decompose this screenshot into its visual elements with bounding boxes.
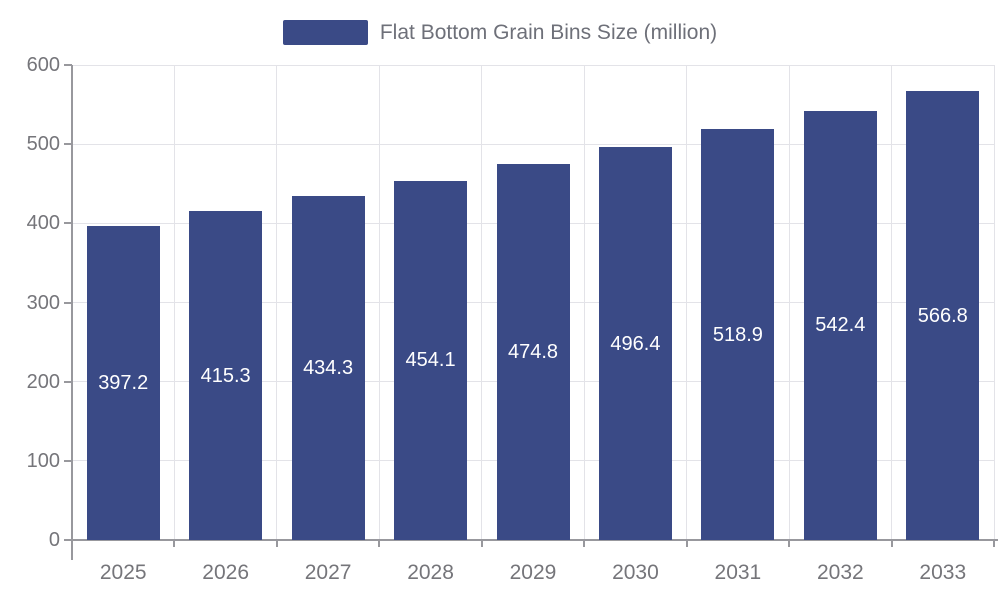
bar-value-label: 496.4 <box>610 332 661 355</box>
bar <box>394 180 468 540</box>
x-tick-label: 2027 <box>304 561 352 584</box>
x-axis-tick <box>71 540 73 547</box>
v-gridline <box>788 65 790 540</box>
bar-value-label: 415.3 <box>200 364 251 387</box>
legend-item[interactable]: Flat Bottom Grain Bins Size (million) <box>282 20 718 45</box>
v-gridline <box>481 65 483 540</box>
y-tick-label: 500 <box>26 133 60 156</box>
y-tick-label: 600 <box>26 54 60 76</box>
y-tick-label: 0 <box>48 529 60 551</box>
bar <box>701 129 775 540</box>
bar <box>906 91 980 540</box>
bar <box>291 196 365 540</box>
bar-value-label: 434.3 <box>303 357 354 380</box>
x-tick-label: 2033 <box>919 561 967 584</box>
y-tick-label: 400 <box>26 212 60 235</box>
bar-value-label: 454.1 <box>405 349 456 372</box>
bar <box>803 110 877 540</box>
bar-value-label: 397.2 <box>98 371 149 394</box>
x-tick-label: 2030 <box>612 561 659 584</box>
bar <box>189 211 263 540</box>
x-axis-tick <box>378 540 381 547</box>
v-gridline <box>378 65 380 540</box>
v-gridline <box>583 65 585 540</box>
bar <box>496 164 570 540</box>
y-axis-tick <box>64 222 72 225</box>
x-axis-line <box>72 539 998 541</box>
bar <box>598 147 672 540</box>
v-gridline <box>686 65 688 540</box>
y-axis-tick <box>64 380 72 383</box>
h-gridline <box>72 143 994 145</box>
x-axis-tick <box>890 540 893 547</box>
x-tick-label: 2029 <box>509 561 557 584</box>
y-tick-label: 100 <box>26 449 60 472</box>
bar-value-label: 474.8 <box>507 341 559 364</box>
x-tick-label: 2025 <box>99 561 147 584</box>
x-tick-label: 2026 <box>202 561 250 584</box>
bar-value-label: 518.9 <box>712 323 763 346</box>
x-axis-tick <box>480 540 483 547</box>
legend-label: Flat Bottom Grain Bins Size (million) <box>379 21 718 44</box>
legend-color-swatch <box>282 20 368 45</box>
x-axis-tick <box>275 540 278 547</box>
y-axis-tick <box>64 143 72 146</box>
y-axis-tick <box>64 459 72 462</box>
y-tick-label: 300 <box>26 291 60 314</box>
h-gridline <box>72 64 994 66</box>
x-tick-label: 2031 <box>714 561 762 584</box>
x-tick-label: 2028 <box>407 561 454 584</box>
v-gridline <box>173 65 175 540</box>
y-tick-label: 200 <box>26 370 60 393</box>
bar-value-label: 566.8 <box>917 304 968 327</box>
y-axis-tick <box>64 301 72 304</box>
x-axis-tick <box>993 540 995 547</box>
y-axis-tick <box>64 64 72 66</box>
v-gridline <box>993 65 995 540</box>
bar <box>86 225 160 540</box>
x-tick-label: 2032 <box>816 561 864 584</box>
v-gridline <box>891 65 893 540</box>
y-axis-tick <box>64 539 72 541</box>
legend: Flat Bottom Grain Bins Size (million) <box>0 20 1000 45</box>
x-axis-tick <box>685 540 688 547</box>
y-axis-line <box>71 65 73 560</box>
x-axis-tick <box>583 540 586 547</box>
v-gridline <box>276 65 278 540</box>
x-axis-tick <box>788 540 791 547</box>
bar-value-label: 542.4 <box>815 314 866 337</box>
x-axis-tick <box>173 540 176 547</box>
